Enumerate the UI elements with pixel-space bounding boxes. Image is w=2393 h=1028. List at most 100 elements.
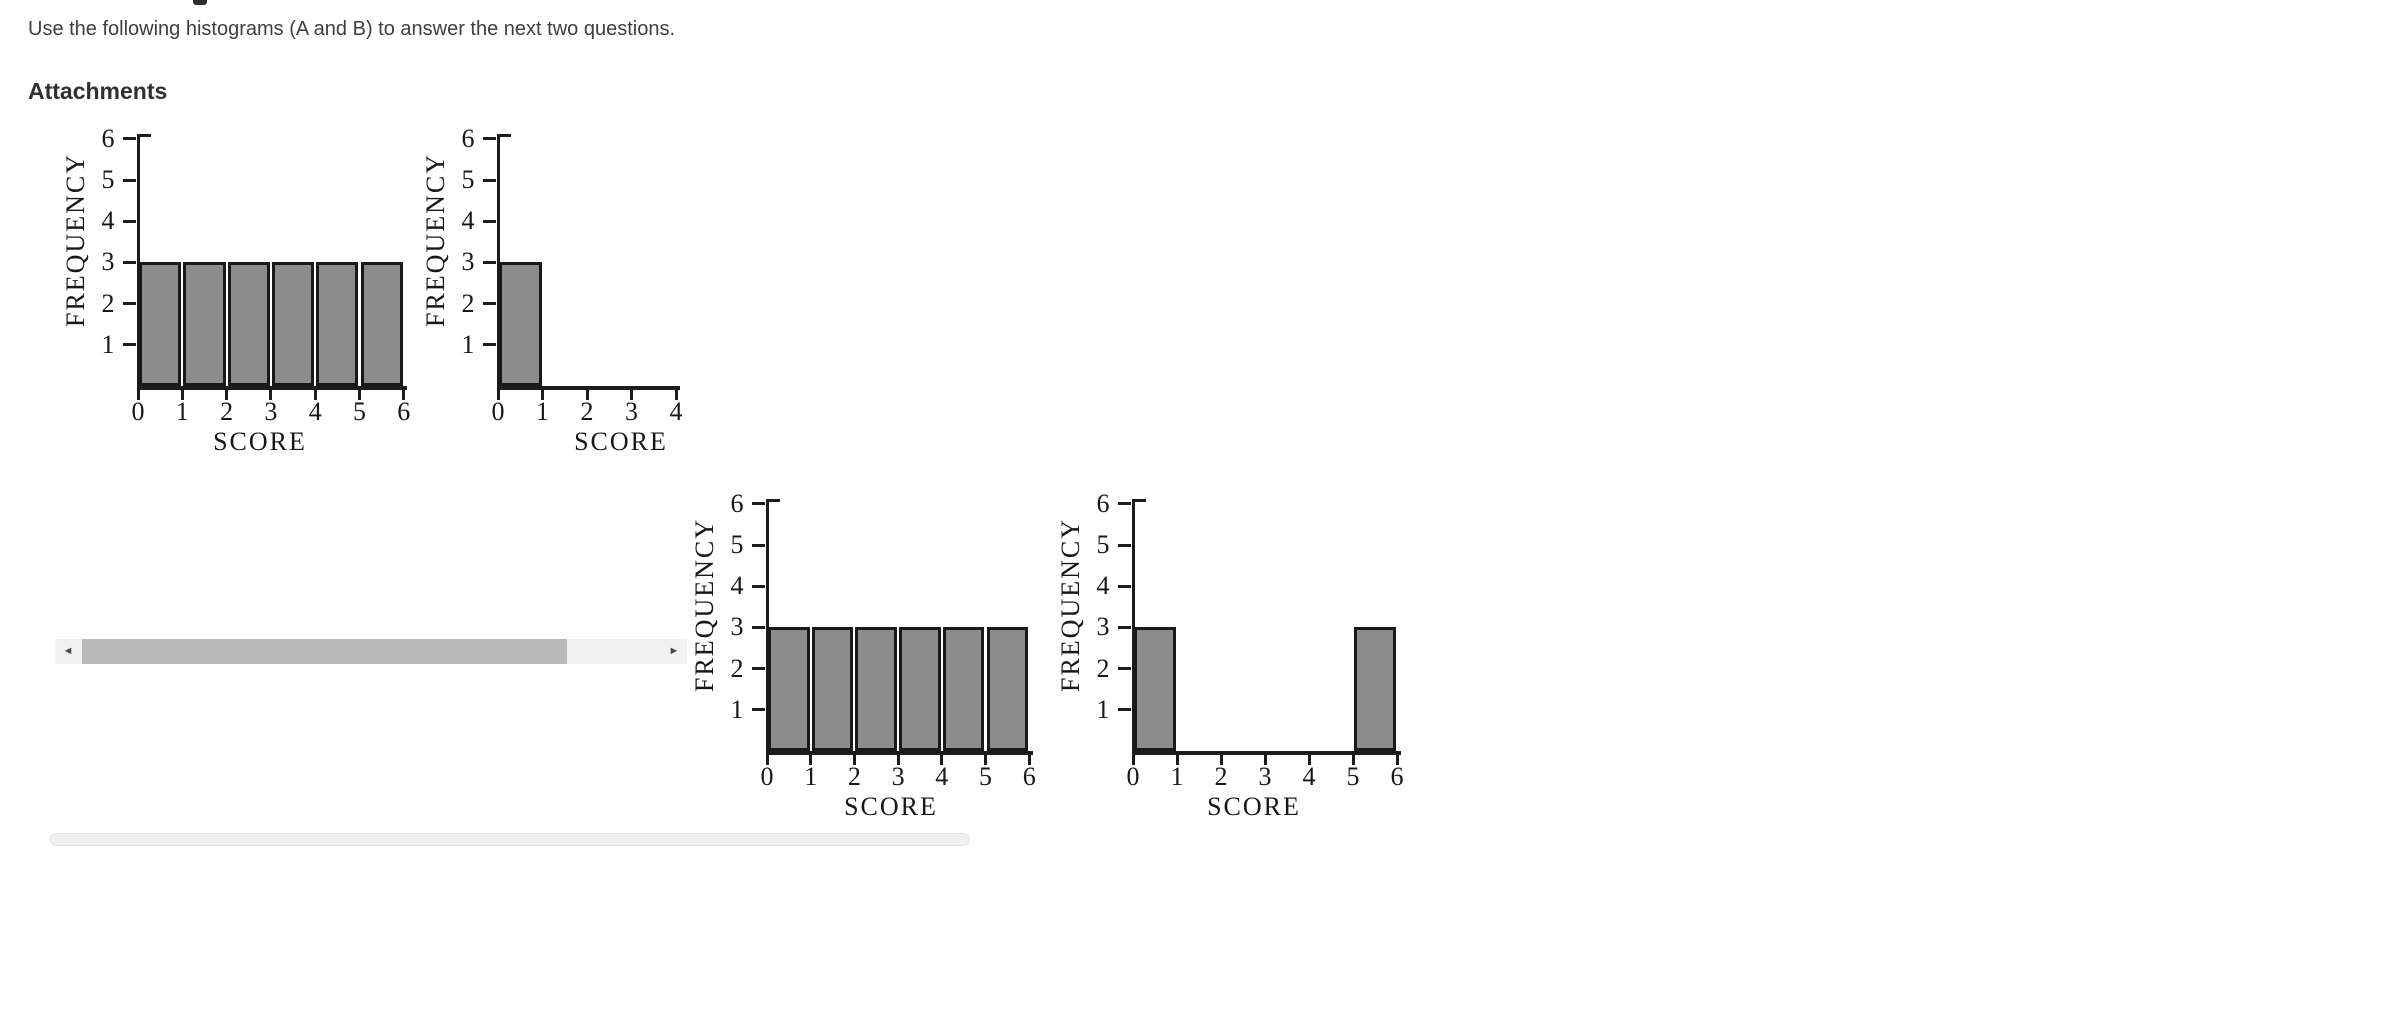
y-tick-label: 4 [1096, 571, 1110, 601]
y-axis-title: FREQUENCY [61, 152, 90, 328]
x-tick [541, 390, 544, 400]
y-tick-label: 5 [101, 165, 115, 194]
y-tick [752, 502, 765, 506]
y-axis-title: FREQUENCY [690, 517, 719, 693]
histogram-bar [499, 262, 542, 386]
y-tick-label: 2 [1096, 653, 1110, 683]
x-tick-label: 4 [935, 762, 949, 791]
histogram-bar [227, 262, 270, 386]
y-axis-top-cap [1133, 499, 1146, 502]
y-axis-top-cap [498, 134, 511, 137]
y-tick [752, 625, 765, 629]
y-tick [123, 302, 136, 306]
histogram-bar [316, 262, 359, 386]
x-tick-label: 3 [264, 397, 278, 426]
x-tick [225, 390, 229, 400]
y-tick-label: 3 [101, 247, 115, 277]
y-tick-label: 4 [461, 206, 475, 236]
scrollbar-thumb[interactable] [82, 639, 567, 664]
x-tick-label: 4 [308, 397, 322, 426]
scroll-left-arrow-icon[interactable]: ◄ [62, 645, 74, 657]
y-tick-label: 1 [101, 329, 115, 359]
x-tick-label: 6 [1390, 762, 1404, 791]
y-tick [752, 543, 765, 547]
y-axis-title: FREQUENCY [1056, 517, 1085, 693]
y-axis-top-cap [138, 134, 151, 137]
x-tick-label: 2 [1214, 762, 1228, 791]
y-tick [752, 667, 765, 671]
x-tick-label: 2 [220, 397, 234, 426]
y-tick-label: 2 [461, 288, 475, 318]
horizontal-scrollbar[interactable]: ◄ ► [55, 639, 687, 664]
x-tick-label: 5 [1346, 762, 1360, 791]
y-tick [123, 178, 136, 182]
x-tick-label: 1 [175, 397, 189, 426]
y-tick [483, 302, 496, 306]
x-tick-label: 5 [979, 762, 992, 791]
histogram-bar [942, 627, 985, 751]
histogram-bar [1134, 627, 1176, 751]
histogram-bar [360, 262, 403, 386]
x-tick-label: 1 [536, 397, 549, 426]
x-tick [313, 390, 317, 400]
x-tick-label: 5 [353, 397, 366, 426]
x-tick [1027, 755, 1031, 765]
x-tick [765, 755, 769, 765]
horizontal-scrollbar-track-collapsed[interactable] [50, 833, 970, 846]
x-tick [1131, 755, 1135, 765]
x-tick [630, 390, 633, 400]
x-axis-line [1131, 751, 1401, 755]
x-tick [1307, 755, 1311, 765]
x-tick [896, 755, 900, 765]
y-tick [123, 219, 136, 223]
x-tick [1395, 755, 1399, 765]
x-axis-title: SCORE [574, 427, 668, 456]
y-tick [123, 137, 136, 141]
histogram-bar [139, 262, 182, 386]
x-tick [1175, 755, 1179, 765]
y-tick-label: 4 [730, 571, 744, 601]
x-tick [1351, 755, 1355, 765]
attachments-heading: Attachments [28, 78, 168, 104]
y-tick [123, 343, 136, 347]
x-tick [984, 755, 987, 765]
histogram-bar [899, 627, 941, 751]
y-tick-label: 6 [730, 488, 744, 518]
y-axis-line [765, 499, 769, 755]
x-tick-label: 6 [397, 397, 411, 426]
y-tick-label: 5 [1096, 530, 1110, 559]
y-tick-label: 3 [730, 612, 744, 642]
y-axis-line [136, 134, 140, 390]
y-tick-label: 2 [101, 288, 115, 318]
x-tick-label: 2 [847, 762, 861, 791]
y-tick [483, 178, 496, 182]
scroll-right-arrow-icon[interactable]: ► [668, 645, 680, 657]
clipped-text-fragment [193, 0, 207, 5]
x-tick-label: 3 [1258, 762, 1272, 791]
x-axis-title: SCORE [1207, 792, 1301, 821]
x-tick-label: 3 [625, 397, 638, 426]
x-tick [358, 390, 361, 400]
y-tick [1118, 625, 1131, 629]
y-tick [1118, 667, 1131, 671]
y-axis-title: FREQUENCY [421, 152, 450, 328]
y-tick [483, 137, 496, 141]
y-tick-label: 6 [461, 123, 475, 153]
histogram-bar [183, 262, 226, 386]
y-tick [752, 584, 765, 588]
y-tick-label: 6 [101, 123, 115, 153]
y-tick [752, 708, 765, 712]
y-axis-line [1131, 499, 1135, 755]
y-tick [1118, 502, 1131, 506]
x-tick [402, 390, 406, 400]
x-tick [940, 755, 944, 765]
x-tick-label: 6 [1022, 762, 1036, 791]
x-tick [674, 390, 678, 400]
question-instruction-text: Use the following histograms (A and B) t… [28, 18, 676, 40]
histogram-bar [855, 627, 898, 751]
x-tick [180, 390, 184, 400]
x-tick-label: 0 [131, 397, 145, 426]
y-tick-label: 1 [1096, 694, 1110, 724]
